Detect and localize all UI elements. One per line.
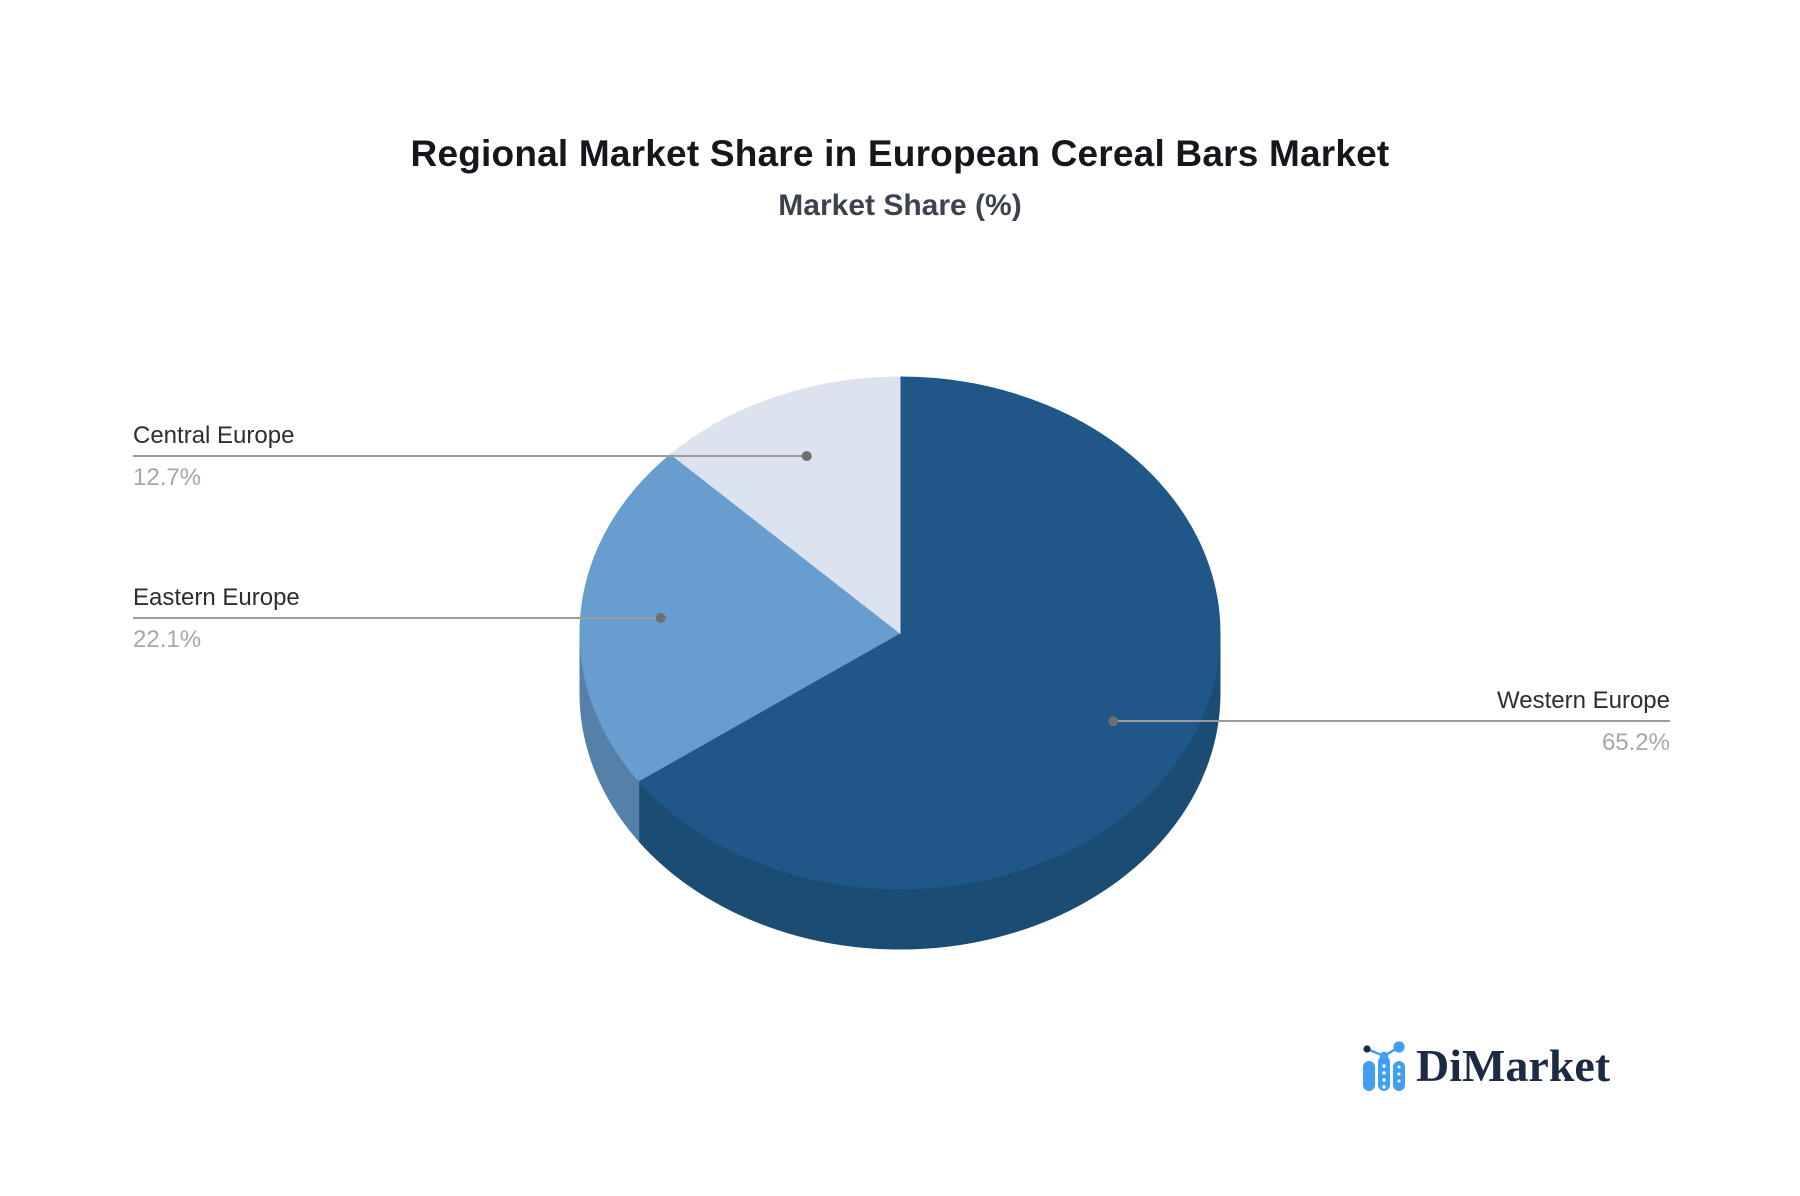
pie-label-western-europe: Western Europe (1497, 687, 1670, 714)
pie-label-eastern-europe: Eastern Europe (133, 584, 300, 611)
logo: DiMarket (1358, 1038, 1610, 1094)
chart-subtitle: Market Share (%) (778, 189, 1022, 222)
bar-chart-logo-icon (1363, 1041, 1405, 1091)
pie-slice-central-europe[interactable] (670, 376, 901, 635)
pie-slice-eastern-europe[interactable] (579, 453, 901, 782)
leader-dot (1108, 716, 1119, 727)
pie-label-central-europe: Central Europe (133, 422, 295, 449)
pie-slice-western-europe[interactable] (637, 376, 1221, 890)
pie-value-eastern-europe: 22.1% (133, 626, 202, 653)
leader-dot (801, 451, 812, 462)
pie-value-central-europe: 12.7% (133, 464, 202, 491)
chart-title: Regional Market Share in European Cereal… (410, 133, 1390, 174)
leader-dot (655, 612, 666, 623)
pie-value-western-europe: 65.2% (1601, 729, 1670, 756)
logo-text: DiMarket (1416, 1040, 1611, 1091)
